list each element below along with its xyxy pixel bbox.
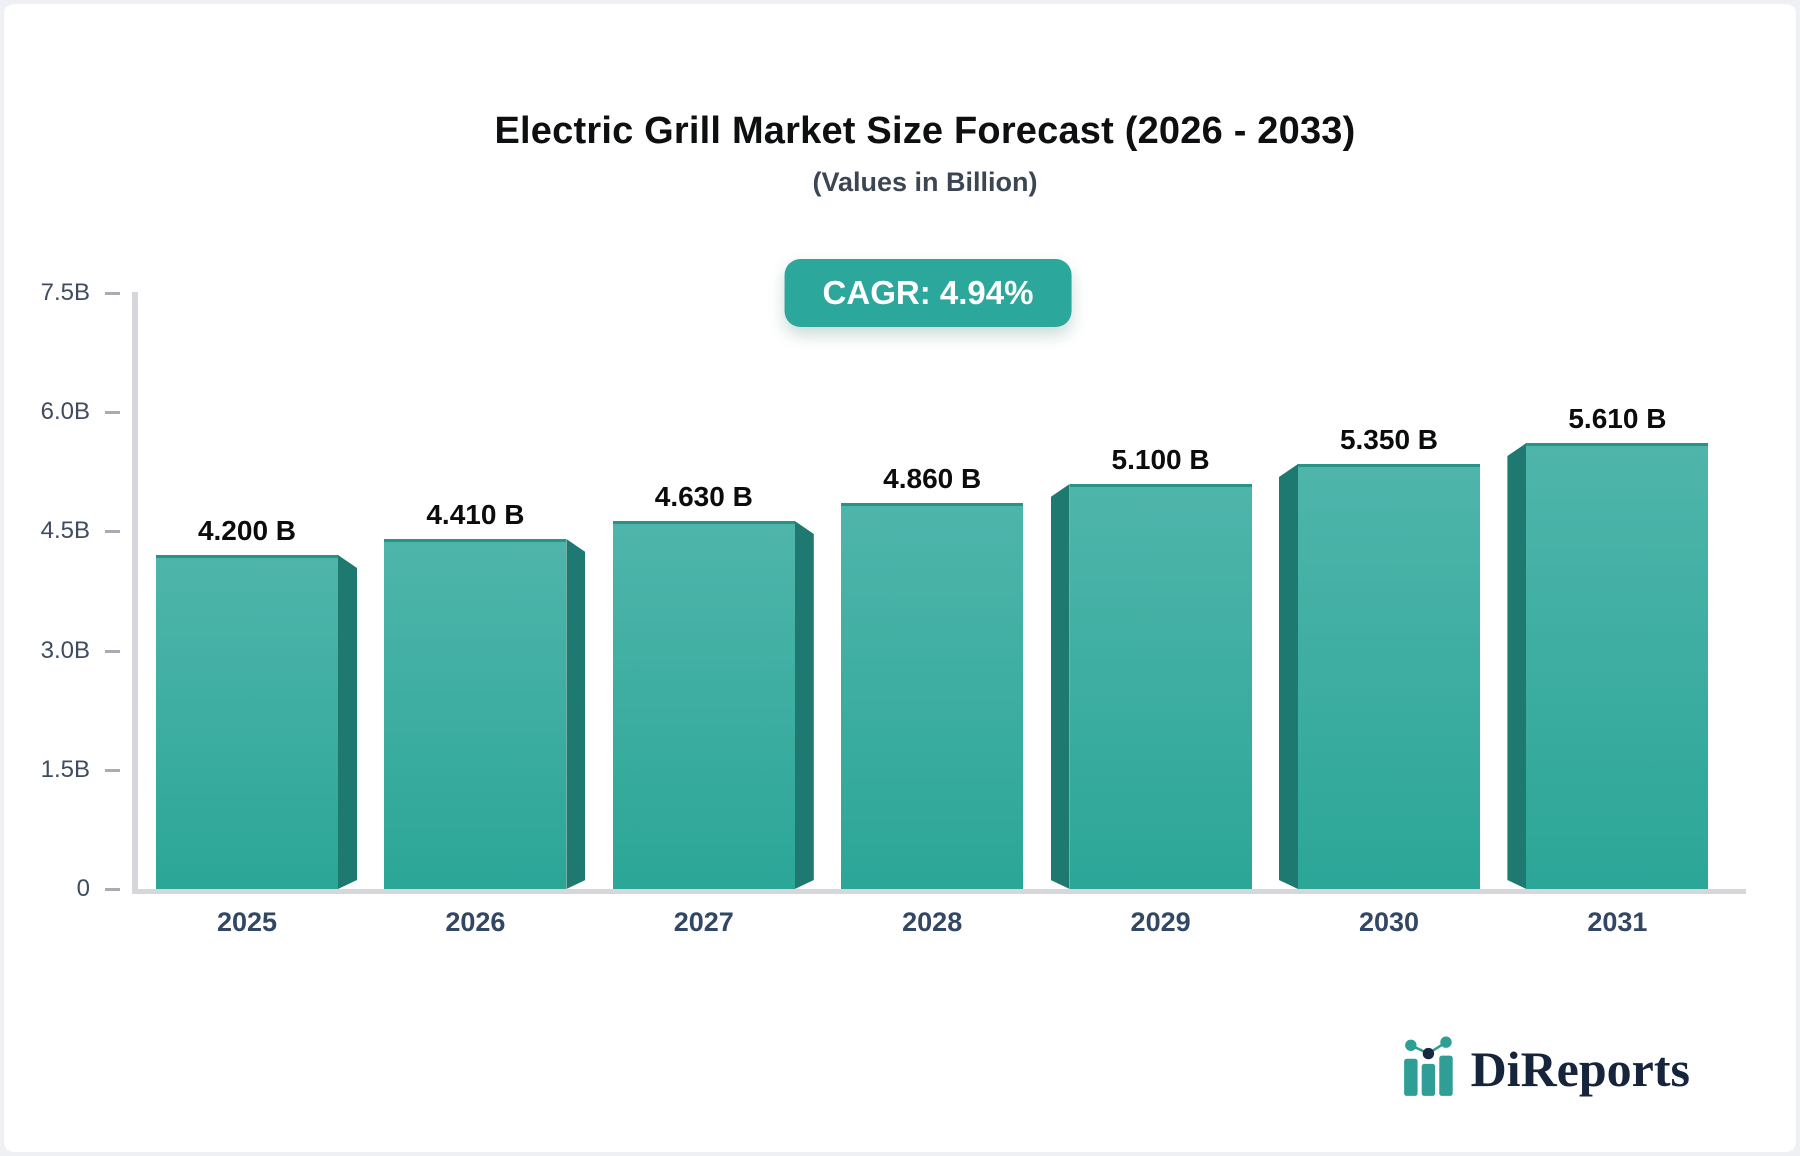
bar-2028	[841, 503, 1024, 889]
bar-2025	[156, 555, 338, 889]
x-axis-line	[132, 889, 1746, 894]
bar-2027	[612, 521, 795, 889]
x-tick-label-2025: 2025	[216, 907, 278, 937]
bar-3d-side-2030	[1279, 464, 1298, 889]
bar-2029	[1069, 484, 1252, 889]
y-tick-mark	[105, 888, 120, 891]
bar-2026	[384, 539, 567, 889]
chart-subtitle: (Values in Billion)	[812, 167, 1038, 197]
y-tick-mark	[105, 411, 120, 415]
y-tick-label: 1.5B	[40, 755, 90, 783]
bar-value-label: 4.410 B	[426, 499, 525, 530]
bar-value-label: 5.610 B	[1568, 403, 1667, 434]
x-tick-label-2031: 2031	[1587, 907, 1648, 937]
y-axis-line	[132, 292, 138, 894]
chart-card: Electric Grill Market Size Forecast (202…	[4, 4, 1796, 1152]
y-tick-label: 0	[76, 875, 90, 902]
y-tick-mark	[105, 291, 120, 295]
bar-value-label: 5.100 B	[1111, 444, 1210, 475]
y-tick-mark	[105, 768, 120, 772]
mini-bar-chart-icon	[1403, 1036, 1453, 1096]
bar-chart-plot: 7.5B 6.0B 4.5B 3.0B 1.5B 0 4.200 B 4.410 B 4.63…	[4, 4, 1796, 1152]
y-tick-label: 7.5B	[40, 278, 90, 306]
y-tick-mark	[105, 649, 120, 653]
x-tick-label-2026: 2026	[445, 907, 506, 937]
logo-text: DiReports	[1470, 1041, 1690, 1097]
bar-2031	[1526, 443, 1709, 889]
bar-3d-side-2025	[338, 555, 357, 889]
bar-value-label: 4.630 B	[654, 481, 753, 512]
bar-value-label: 5.350 B	[1339, 424, 1439, 455]
x-tick-label-2028: 2028	[902, 907, 963, 937]
x-tick-label-2027: 2027	[673, 907, 734, 937]
bar-3d-side-2031	[1507, 443, 1526, 889]
x-tick-label-2029: 2029	[1130, 907, 1191, 937]
y-tick-label: 3.0B	[40, 636, 90, 664]
bar-2030	[1298, 464, 1480, 889]
y-tick-label: 6.0B	[40, 398, 90, 426]
y-tick-mark	[105, 530, 120, 534]
bar-3d-side-2026	[566, 539, 585, 889]
bar-3d-side-2027	[795, 521, 814, 889]
page-title: Electric Grill Market Size Forecast (202…	[494, 110, 1356, 152]
bar-value-label: 4.860 B	[883, 463, 982, 494]
bar-value-label: 4.200 B	[197, 515, 297, 546]
bar-3d-side-2029	[1051, 484, 1070, 889]
cagr-badge: CAGR: 4.94%	[784, 259, 1072, 327]
x-tick-label-2030: 2030	[1358, 907, 1420, 937]
direports-logo: DiReports	[1403, 1034, 1690, 1098]
y-tick-label: 4.5B	[40, 517, 90, 545]
